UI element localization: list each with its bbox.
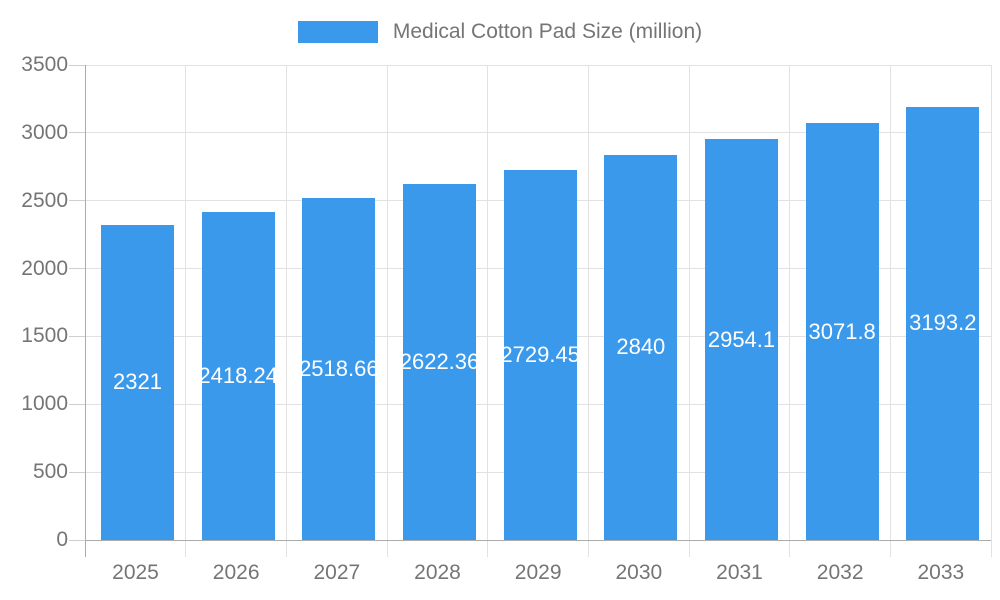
x-axis-label: 2025 xyxy=(112,561,159,584)
gridline-vertical xyxy=(386,65,388,557)
y-axis-tick xyxy=(69,64,85,66)
bar-value-label: 3071.8 xyxy=(808,318,876,344)
bar-2025[interactable]: 2321 xyxy=(101,225,174,540)
bar-2028[interactable]: 2622.36 xyxy=(403,184,476,540)
bar-value-label: 2321 xyxy=(113,369,162,395)
bar-2027[interactable]: 2518.66 xyxy=(302,198,376,540)
bar-2026[interactable]: 2418.24 xyxy=(201,211,275,540)
x-axis-label: 2032 xyxy=(816,561,864,584)
x-axis-label: 2027 xyxy=(313,561,361,584)
y-axis-label: 2500 xyxy=(21,188,68,212)
gridline-vertical xyxy=(889,65,891,557)
y-axis-tick xyxy=(69,335,85,337)
bar-2029[interactable]: 2729.45 xyxy=(503,169,577,540)
bar-value-label: 3193.2 xyxy=(909,310,977,336)
y-axis-tick xyxy=(69,132,85,134)
gridline-vertical xyxy=(587,65,589,557)
y-axis-tick xyxy=(69,403,85,405)
x-axis-label: 2030 xyxy=(615,561,663,584)
bar-value-label: 2418.24 xyxy=(201,362,275,388)
y-axis-tick xyxy=(69,539,85,541)
y-axis-label: 1000 xyxy=(21,392,68,416)
bar-value-label: 2840 xyxy=(616,334,666,360)
x-axis-label: 2028 xyxy=(414,561,461,584)
y-axis-label: 2000 xyxy=(21,256,68,280)
y-axis-label: 0 xyxy=(56,528,68,551)
bar-2030[interactable]: 2840 xyxy=(604,154,678,540)
y-axis-label: 1500 xyxy=(21,324,68,348)
gridline-vertical xyxy=(487,65,489,557)
y-axis-tick xyxy=(69,268,85,270)
x-axis-baseline xyxy=(85,539,991,541)
gridline-vertical xyxy=(688,65,690,557)
x-axis-label: 2029 xyxy=(514,561,562,584)
y-axis-line xyxy=(85,65,86,557)
gridline-horizontal xyxy=(85,64,991,66)
gridline-vertical xyxy=(285,65,287,557)
legend-swatch-icon xyxy=(297,21,378,43)
gridline-vertical xyxy=(789,65,791,557)
gridline-horizontal xyxy=(85,132,991,134)
y-axis-label: 500 xyxy=(32,460,68,484)
bar-value-label: 2622.36 xyxy=(403,349,476,375)
bar-value-label: 2954.1 xyxy=(707,326,776,352)
y-axis-tick xyxy=(69,471,85,473)
y-axis-tick xyxy=(69,200,85,202)
bar-2032[interactable]: 3071.8 xyxy=(805,123,879,540)
bar-value-label: 2729.45 xyxy=(503,341,577,367)
y-axis-label: 3500 xyxy=(21,53,68,76)
gridline-vertical xyxy=(990,65,992,557)
gridline-vertical xyxy=(185,65,187,557)
legend-label: Medical Cotton Pad Size (million) xyxy=(392,20,703,43)
legend: Medical Cotton Pad Size (million) xyxy=(0,20,1000,44)
y-axis-label: 3000 xyxy=(21,120,68,144)
bar-value-label: 2518.66 xyxy=(302,356,376,382)
x-axis-label: 2026 xyxy=(212,561,260,584)
x-axis-label: 2031 xyxy=(716,561,763,584)
bar-2033[interactable]: 3193.2 xyxy=(906,106,980,540)
bar-2031[interactable]: 2954.1 xyxy=(705,139,778,540)
plot-area: 0 500 1000 1500 2000 2500 3000 3500 2321 2418.24 2… xyxy=(21,53,992,584)
x-axis-label: 2033 xyxy=(917,561,965,584)
